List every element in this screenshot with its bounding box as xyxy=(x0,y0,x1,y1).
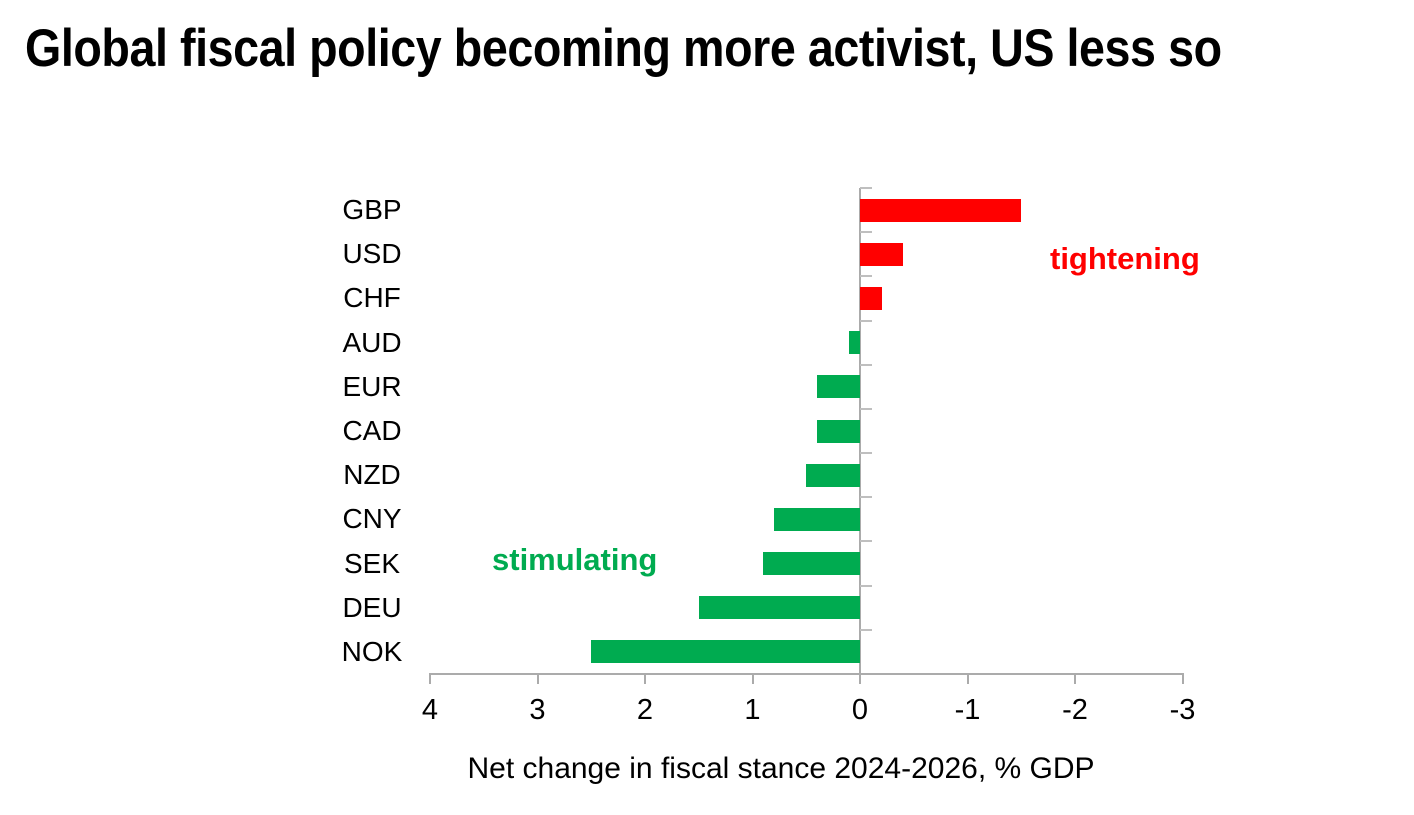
value-axis-tick xyxy=(1074,674,1076,684)
value-axis-tick xyxy=(536,674,539,684)
zero-value-axis-line xyxy=(859,188,861,674)
value-axis-tick-label: 3 xyxy=(529,694,546,726)
category-axis-tick xyxy=(860,275,872,278)
category-axis-tick xyxy=(860,452,872,455)
category-axis-tick xyxy=(860,407,872,410)
bar-eur xyxy=(817,375,860,399)
value-axis-line xyxy=(429,673,1184,675)
value-axis-tick-label: 1 xyxy=(744,694,761,726)
value-axis-tick xyxy=(644,674,646,684)
category-label-deu: DEU xyxy=(342,591,402,623)
bar-sek xyxy=(763,552,860,576)
chart-title: Global fiscal policy becoming more activ… xyxy=(25,19,1222,78)
value-axis-tick-label: -1 xyxy=(954,694,981,726)
category-label-nzd: NZD xyxy=(343,459,401,491)
tightening-annotation: tightening xyxy=(1050,241,1200,276)
category-axis-tick xyxy=(860,540,872,543)
category-axis-tick xyxy=(860,187,872,189)
value-axis-tick-label: 2 xyxy=(636,694,654,726)
value-axis-tick xyxy=(859,674,861,684)
value-axis-tick-label: 0 xyxy=(851,694,869,726)
value-axis-tick-label: 4 xyxy=(421,694,439,726)
value-axis-tick xyxy=(966,674,969,684)
bar-deu xyxy=(698,596,860,620)
bar-gbp xyxy=(860,198,1022,222)
value-axis-tick xyxy=(1181,674,1184,684)
category-label-eur: EUR xyxy=(342,370,402,402)
bar-nzd xyxy=(806,463,860,487)
category-label-nok: NOK xyxy=(341,635,403,667)
category-label-aud: AUD xyxy=(342,326,402,358)
category-axis-tick xyxy=(860,496,872,499)
category-label-cny: CNY xyxy=(342,503,402,535)
category-label-usd: USD xyxy=(342,238,402,270)
category-label-chf: CHF xyxy=(343,282,401,314)
category-axis-tick xyxy=(860,628,872,631)
bar-nok xyxy=(591,640,860,664)
bar-cny xyxy=(774,507,860,531)
category-label-cad: CAD xyxy=(342,415,402,446)
bar-chf xyxy=(860,286,882,310)
value-axis-tick xyxy=(751,674,754,684)
bar-cad xyxy=(817,419,860,443)
bar-aud xyxy=(849,331,860,355)
category-label-sek: SEK xyxy=(343,547,401,579)
value-axis-tick xyxy=(429,674,431,684)
x-axis-title: Net change in fiscal stance 2024-2026, %… xyxy=(467,752,1095,785)
category-axis-tick xyxy=(860,363,872,366)
value-axis-tick-label: -3 xyxy=(1169,694,1196,726)
value-axis-tick-label: -2 xyxy=(1062,694,1088,726)
category-axis-tick xyxy=(860,231,872,234)
category-axis-tick xyxy=(860,584,872,587)
category-axis-tick xyxy=(860,319,872,322)
stimulating-annotation: stimulating xyxy=(492,542,658,577)
category-label-gbp: GBP xyxy=(342,194,402,226)
bar-usd xyxy=(860,242,903,266)
